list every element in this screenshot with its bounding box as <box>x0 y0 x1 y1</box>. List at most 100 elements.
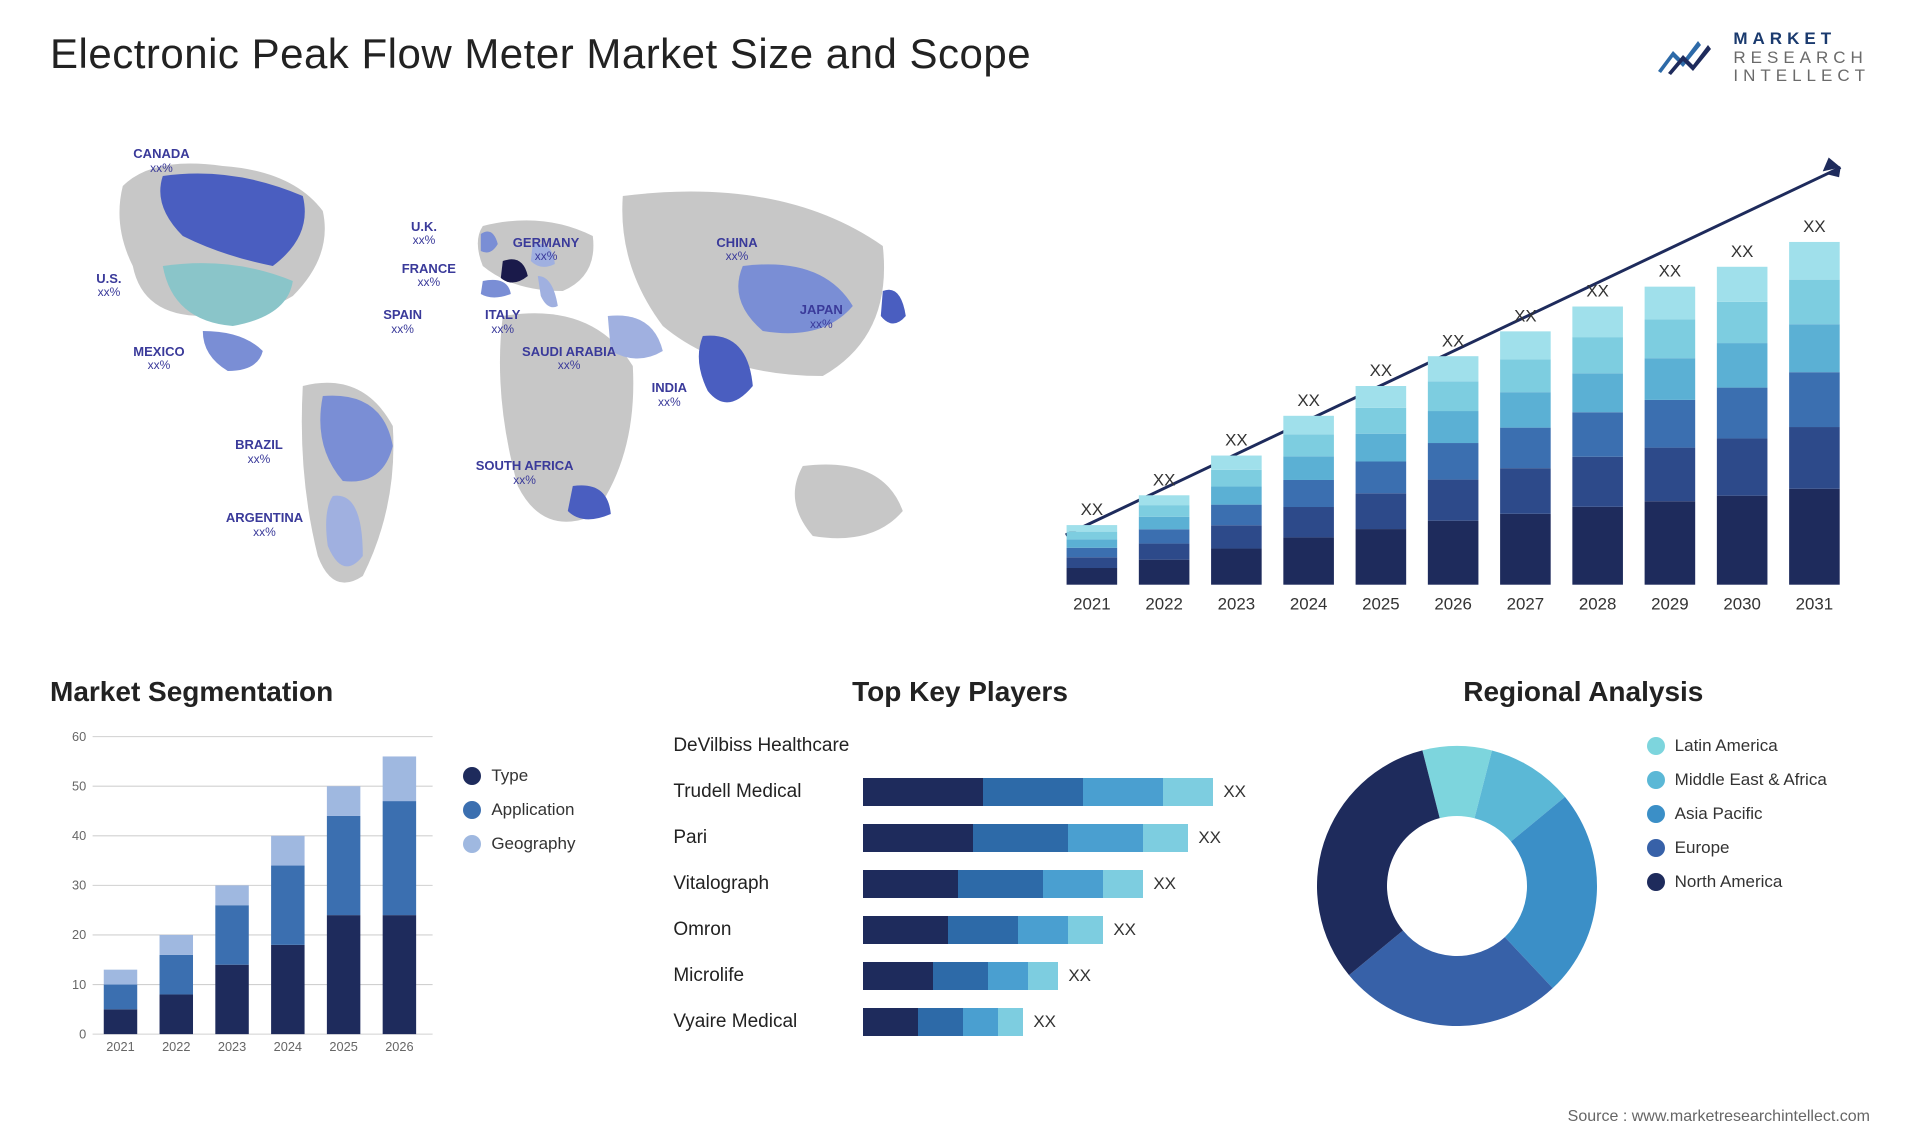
svg-text:2024: 2024 <box>1289 595 1327 614</box>
svg-text:40: 40 <box>72 828 86 843</box>
player-row: MicrolifeXX <box>673 956 1246 996</box>
svg-text:XX: XX <box>1586 282 1609 301</box>
svg-text:20: 20 <box>72 927 86 942</box>
svg-text:XX: XX <box>1225 431 1248 450</box>
svg-text:XX: XX <box>1441 331 1464 350</box>
players-chart: DeVilbiss Healthcare Trudell MedicalXX Par… <box>673 726 1246 1066</box>
player-bar-segment <box>863 916 948 944</box>
legend-label: Type <box>491 766 528 786</box>
svg-text:2022: 2022 <box>1145 595 1183 614</box>
map-label: CANADAxx% <box>133 147 189 174</box>
source-text: Source : www.marketresearchintellect.com <box>1568 1108 1870 1126</box>
legend-dot <box>1647 839 1665 857</box>
player-row: Vyaire MedicalXX <box>673 1002 1246 1042</box>
player-bar-segment <box>863 870 958 898</box>
svg-text:2023: 2023 <box>218 1039 246 1054</box>
player-bar-area: XX <box>863 824 1246 852</box>
player-row: Trudell MedicalXX <box>673 772 1246 812</box>
legend-label: Europe <box>1675 838 1730 858</box>
svg-text:2024: 2024 <box>274 1039 302 1054</box>
player-bar <box>863 824 1188 852</box>
player-row: DeVilbiss Healthcare <box>673 726 1246 766</box>
svg-text:2021: 2021 <box>1073 595 1111 614</box>
svg-text:XX: XX <box>1297 391 1320 410</box>
player-bar-segment <box>1068 916 1103 944</box>
player-bar-segment <box>933 962 988 990</box>
legend-label: Geography <box>491 834 575 854</box>
svg-text:2028: 2028 <box>1578 595 1616 614</box>
player-bar-segment <box>973 824 1068 852</box>
player-bar-segment <box>948 916 1018 944</box>
map-label: JAPANxx% <box>800 303 843 330</box>
legend-item: Application <box>463 800 623 820</box>
player-bar-segment <box>983 778 1083 806</box>
svg-text:2025: 2025 <box>1362 595 1400 614</box>
svg-text:30: 30 <box>72 878 86 893</box>
player-bar-segment <box>1163 778 1213 806</box>
page-title: Electronic Peak Flow Meter Market Size a… <box>50 30 1031 78</box>
svg-text:XX: XX <box>1080 500 1103 519</box>
legend-dot <box>463 801 481 819</box>
svg-text:50: 50 <box>72 779 86 794</box>
player-bar <box>863 962 1058 990</box>
player-bar-area: XX <box>863 916 1246 944</box>
legend-item: Type <box>463 766 623 786</box>
svg-text:2026: 2026 <box>385 1039 413 1054</box>
world-map: CANADAxx%U.S.xx%MEXICOxx%BRAZILxx%ARGENT… <box>50 116 976 636</box>
regional-section: Regional Analysis Latin America Middle Ea… <box>1297 676 1870 1096</box>
map-label: INDIAxx% <box>652 381 687 408</box>
map-label: U.K.xx% <box>411 220 437 247</box>
player-bar-segment <box>863 1008 918 1036</box>
players-section: Top Key Players DeVilbiss Healthcare Trud… <box>673 676 1246 1096</box>
legend-item: Asia Pacific <box>1647 804 1870 824</box>
segmentation-chart: 0102030405060202120222023202420252026 <box>50 726 443 1066</box>
svg-text:2031: 2031 <box>1795 595 1833 614</box>
legend-item: Latin America <box>1647 736 1870 756</box>
map-label: MEXICOxx% <box>133 345 184 372</box>
player-bar-segment <box>1103 870 1143 898</box>
regional-donut <box>1297 726 1617 1046</box>
growth-chart: XX2021XX2022XX2023XX2024XX2025XX2026XX20… <box>1016 116 1870 636</box>
player-row: Vitalograph XX <box>673 864 1246 904</box>
svg-text:XX: XX <box>1152 470 1175 489</box>
player-bar-area: XX <box>863 778 1246 806</box>
player-bar <box>863 870 1143 898</box>
player-name: Microlife <box>673 965 863 987</box>
svg-text:2030: 2030 <box>1723 595 1761 614</box>
segmentation-legend: Type Application Geography <box>463 726 623 1066</box>
legend-label: North America <box>1675 872 1783 892</box>
player-bar <box>863 1008 1023 1036</box>
svg-text:2027: 2027 <box>1506 595 1544 614</box>
player-bar-segment <box>1018 916 1068 944</box>
player-row: OmronXX <box>673 910 1246 950</box>
player-bar-segment <box>1083 778 1163 806</box>
logo: MARKET RESEARCH INTELLECT <box>1653 30 1870 86</box>
players-title: Top Key Players <box>673 676 1246 708</box>
regional-title: Regional Analysis <box>1297 676 1870 708</box>
player-bar-segment <box>958 870 1043 898</box>
player-value: XX <box>1153 874 1176 894</box>
legend-label: Asia Pacific <box>1675 804 1763 824</box>
player-value: XX <box>1033 1012 1056 1032</box>
player-bar-area: XX <box>863 962 1246 990</box>
player-name: Vitalograph <box>673 873 863 895</box>
player-bar-segment <box>863 824 973 852</box>
legend-dot <box>1647 771 1665 789</box>
logo-text-3: INTELLECT <box>1733 67 1870 86</box>
logo-text-1: MARKET <box>1733 30 1870 49</box>
player-bar-segment <box>863 962 933 990</box>
map-label: SAUDI ARABIAxx% <box>522 345 616 372</box>
legend-dot <box>1647 805 1665 823</box>
player-name: Pari <box>673 827 863 849</box>
player-bar-segment <box>1043 870 1103 898</box>
logo-text-2: RESEARCH <box>1733 49 1870 68</box>
player-bar-area: XX <box>863 870 1246 898</box>
map-label: FRANCExx% <box>402 262 456 289</box>
svg-text:2025: 2025 <box>329 1039 357 1054</box>
map-label: SOUTH AFRICAxx% <box>476 459 574 486</box>
legend-dot <box>463 835 481 853</box>
svg-text:0: 0 <box>79 1026 86 1041</box>
legend-item: Middle East & Africa <box>1647 770 1870 790</box>
player-bar-segment <box>963 1008 998 1036</box>
regional-legend: Latin America Middle East & Africa Asia Pa… <box>1647 726 1870 906</box>
